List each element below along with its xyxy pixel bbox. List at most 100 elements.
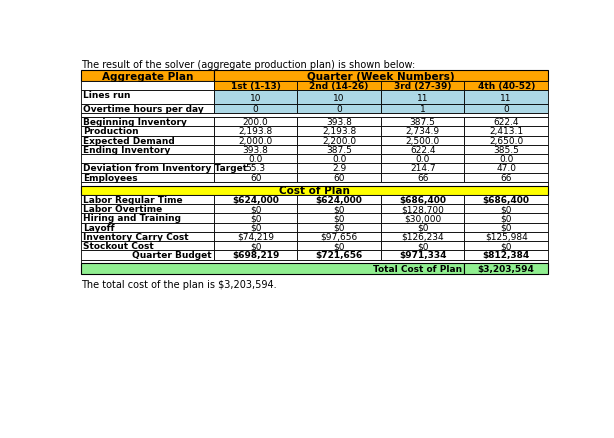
- Bar: [297, 164, 381, 173]
- Bar: [381, 91, 464, 105]
- Bar: [297, 173, 381, 182]
- Text: 2,193.8: 2,193.8: [322, 127, 356, 136]
- Bar: [297, 251, 381, 260]
- Text: Quarter (Week Numbers): Quarter (Week Numbers): [307, 71, 455, 81]
- Text: $97,656: $97,656: [321, 233, 358, 241]
- Text: $0: $0: [500, 242, 512, 251]
- Bar: [80, 260, 548, 264]
- Bar: [297, 205, 381, 214]
- Bar: [214, 251, 297, 260]
- Bar: [464, 118, 548, 127]
- Text: The result of the solver (aggregate production plan) is shown below:: The result of the solver (aggregate prod…: [80, 60, 415, 70]
- Text: 55.3: 55.3: [246, 164, 266, 173]
- Bar: [464, 91, 548, 105]
- Text: Beginning Inventory: Beginning Inventory: [83, 118, 187, 127]
- Bar: [381, 173, 464, 182]
- Text: 66: 66: [500, 173, 512, 182]
- Text: 3rd (27-39): 3rd (27-39): [394, 82, 451, 91]
- Text: Inventory Carry Cost: Inventory Carry Cost: [83, 233, 188, 241]
- Text: 385.5: 385.5: [493, 146, 519, 155]
- Bar: [80, 136, 214, 145]
- Bar: [214, 155, 297, 164]
- Bar: [214, 241, 297, 251]
- Text: $624,000: $624,000: [316, 196, 363, 205]
- Text: 2,734.9: 2,734.9: [406, 127, 440, 136]
- Text: Production: Production: [83, 127, 139, 136]
- Bar: [464, 164, 548, 173]
- Bar: [214, 118, 297, 127]
- Text: 60: 60: [250, 173, 262, 182]
- Text: $721,656: $721,656: [316, 251, 363, 260]
- Bar: [381, 118, 464, 127]
- Bar: [381, 127, 464, 136]
- Text: 2,413.1: 2,413.1: [489, 127, 523, 136]
- Bar: [214, 164, 297, 173]
- Bar: [80, 164, 214, 173]
- Bar: [464, 136, 548, 145]
- Bar: [214, 223, 297, 232]
- Text: 387.5: 387.5: [410, 118, 435, 127]
- Text: Hiring and Training: Hiring and Training: [83, 214, 181, 223]
- Text: 200.0: 200.0: [243, 118, 268, 127]
- Bar: [381, 145, 464, 155]
- Text: Aggregate Plan: Aggregate Plan: [101, 71, 193, 81]
- Text: 0: 0: [336, 105, 342, 114]
- Text: The total cost of the plan is $3,203,594.: The total cost of the plan is $3,203,594…: [80, 279, 276, 289]
- Bar: [381, 251, 464, 260]
- Bar: [214, 214, 297, 223]
- Text: 2,000.0: 2,000.0: [239, 136, 273, 145]
- Bar: [381, 223, 464, 232]
- Text: $686,400: $686,400: [399, 196, 446, 205]
- Text: Quarter Budget: Quarter Budget: [132, 251, 212, 260]
- Text: 2,500.0: 2,500.0: [406, 136, 440, 145]
- Bar: [464, 127, 548, 136]
- Text: $0: $0: [417, 242, 429, 251]
- Text: $0: $0: [500, 214, 512, 223]
- Text: Labor Regular Time: Labor Regular Time: [83, 196, 182, 205]
- Bar: [80, 214, 214, 223]
- Bar: [297, 105, 381, 114]
- Text: 622.4: 622.4: [410, 146, 435, 155]
- Text: $812,384: $812,384: [483, 251, 530, 260]
- Text: $0: $0: [333, 242, 345, 251]
- Bar: [464, 241, 548, 251]
- Text: 2,200.0: 2,200.0: [322, 136, 356, 145]
- Bar: [297, 91, 381, 105]
- Bar: [297, 155, 381, 164]
- Bar: [80, 114, 548, 118]
- Bar: [381, 155, 464, 164]
- Text: $0: $0: [250, 242, 262, 251]
- Text: 10: 10: [333, 93, 345, 102]
- Text: $0: $0: [500, 205, 512, 214]
- Text: $0: $0: [500, 223, 512, 232]
- Bar: [80, 91, 214, 105]
- Text: Overtime hours per day: Overtime hours per day: [83, 105, 204, 114]
- Bar: [80, 82, 214, 91]
- Bar: [80, 173, 214, 182]
- Bar: [464, 251, 548, 260]
- Bar: [297, 136, 381, 145]
- Bar: [214, 91, 297, 105]
- Bar: [80, 223, 214, 232]
- Text: 1: 1: [420, 105, 426, 114]
- Text: 0: 0: [503, 105, 509, 114]
- Text: Deviation from Inventory Target: Deviation from Inventory Target: [83, 164, 247, 173]
- Text: $624,000: $624,000: [232, 196, 279, 205]
- Text: 2nd (14-26): 2nd (14-26): [309, 82, 369, 91]
- Text: $0: $0: [417, 223, 429, 232]
- Text: 47.0: 47.0: [496, 164, 516, 173]
- Text: $686,400: $686,400: [483, 196, 530, 205]
- Bar: [80, 71, 214, 82]
- Bar: [80, 195, 214, 205]
- Bar: [214, 127, 297, 136]
- Bar: [80, 205, 214, 214]
- Bar: [381, 232, 464, 241]
- Bar: [464, 232, 548, 241]
- Text: $0: $0: [333, 214, 345, 223]
- Bar: [381, 105, 464, 114]
- Bar: [214, 71, 548, 82]
- Bar: [297, 195, 381, 205]
- Text: 0: 0: [253, 105, 258, 114]
- Bar: [464, 105, 548, 114]
- Bar: [464, 155, 548, 164]
